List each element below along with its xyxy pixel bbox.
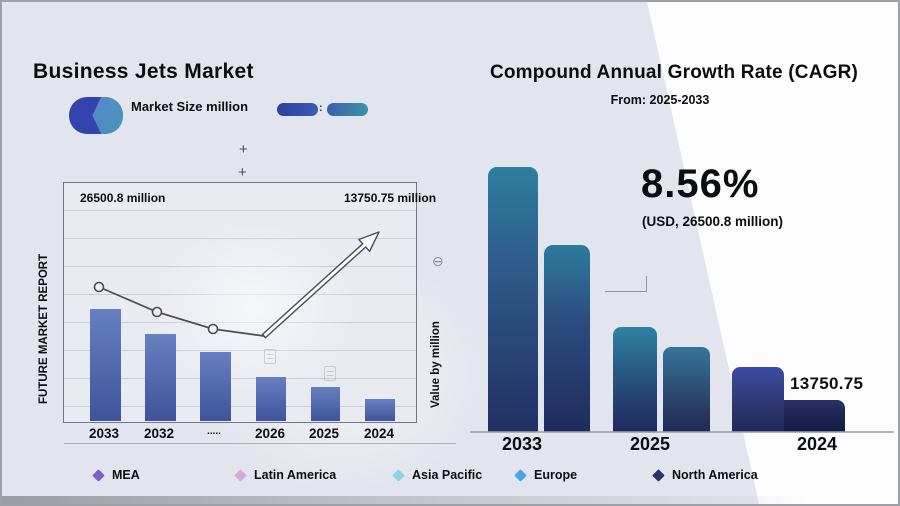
market-size-icon (69, 97, 123, 134)
minus-circle-icon: ⊖ (432, 253, 444, 269)
cagr-bar-2033-left (488, 167, 538, 432)
mea-diamond-icon (92, 468, 105, 482)
latin-america-diamond-icon (234, 468, 247, 482)
series-label: Market Size million (131, 99, 249, 114)
y-axis-label: Value by million (430, 321, 442, 408)
x-tick-2032: 2032 (143, 426, 175, 441)
ratio-pill-blue-icon (277, 103, 318, 116)
chart-end-value: 13750.75 million (344, 191, 437, 205)
legend-item-mea: MEA (92, 468, 140, 482)
market-size-icon-facet (92, 97, 123, 134)
cagr-bar-2024-left (732, 367, 784, 432)
legend-label: Asia Pacific (412, 468, 483, 482)
cagr-bar-2025-left (613, 327, 657, 432)
cagr-title: Compound Annual Growth Rate (CAGR) (489, 62, 859, 83)
cagr-tick-2024: 2024 (796, 434, 838, 454)
x-tick-2026: 2026 (254, 426, 286, 441)
x-tick-2033: 2033 (88, 426, 120, 441)
trend-line-arrow (93, 231, 380, 339)
ghost-document-icon (324, 366, 336, 381)
bar-2026 (256, 377, 286, 421)
ratio-separator: : (319, 102, 323, 114)
cagr-data-label: 13750.75 (790, 374, 864, 393)
step-bracket-decoration (605, 276, 647, 292)
x-tick-ellipsis: ..... (207, 426, 221, 437)
bar-2033 (90, 309, 121, 421)
cagr-bar-2024-right (784, 400, 845, 432)
legend-label: Latin America (254, 468, 337, 482)
bar-2024 (365, 399, 395, 421)
bar-ellipsis (200, 352, 231, 421)
legend-item-latin-america: Latin America (234, 468, 337, 482)
cagr-note: (USD, 26500.8 million) (642, 214, 784, 229)
cagr-bar-2025-right (663, 347, 710, 432)
cagr-tick-2033: 2033 (501, 434, 543, 454)
x-tick-2025: 2025 (308, 426, 340, 441)
legend-item-europe: Europe (514, 468, 578, 482)
chart-highlight-blob (154, 223, 354, 393)
ratio-pill-teal-icon (327, 103, 368, 116)
right-chart-axis (470, 431, 894, 433)
legend-label: MEA (112, 468, 140, 482)
legend-item-north-america: North America (652, 468, 758, 482)
legend-label: North America (672, 468, 758, 482)
legend-item-asia-pacific: Asia Pacific (392, 468, 483, 482)
cagr-bar-2033-right (544, 245, 590, 432)
page-title: Business Jets Market (33, 60, 254, 83)
bar-2025 (311, 387, 340, 421)
chart-start-value: 26500.8 million (80, 191, 166, 205)
divider-line (64, 443, 456, 444)
plus-icon: + (239, 141, 248, 158)
cagr-value: 8.56% (641, 162, 760, 206)
bottom-frame-strip (2, 496, 898, 504)
asia-pacific-diamond-icon (392, 468, 405, 482)
ghost-document-icon (264, 349, 276, 364)
bar-2032 (145, 334, 176, 421)
europe-diamond-icon (514, 468, 527, 482)
left-watermark-label: FUTURE MARKET REPORT (38, 253, 50, 405)
north-america-diamond-icon (652, 468, 665, 482)
x-tick-2024: 2024 (363, 426, 395, 441)
legend-label: Europe (534, 468, 578, 482)
cagr-tick-2025: 2025 (629, 434, 671, 454)
plus-icon: + (238, 164, 247, 181)
cagr-subtitle: From: 2025-2033 (610, 93, 710, 107)
market-size-chart (63, 182, 417, 423)
